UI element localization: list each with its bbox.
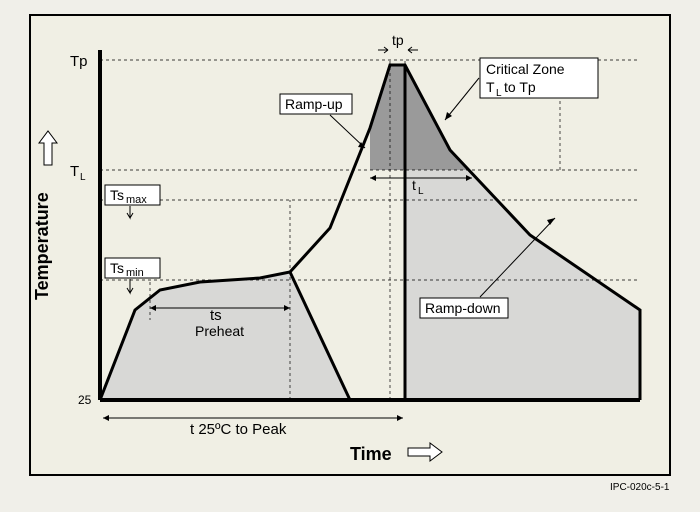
svg-text:Ramp-down: Ramp-down: [425, 300, 500, 316]
label-25: 25: [78, 393, 92, 407]
svg-text:T: T: [486, 79, 495, 95]
svg-text:Ramp-up: Ramp-up: [285, 96, 343, 112]
svg-text:min: min: [126, 267, 144, 279]
svg-text:to Tp: to Tp: [504, 79, 536, 95]
label-tp: Tp: [70, 53, 88, 70]
label-ts: ts: [210, 307, 222, 324]
label-preheat: Preheat: [195, 323, 244, 339]
label-tL: t: [412, 177, 416, 193]
label-tp-top: tp: [392, 32, 404, 48]
footer-code: IPC-020c-5-1: [610, 482, 670, 493]
label-tl: T: [70, 163, 79, 180]
svg-text:Ts: Ts: [110, 187, 124, 203]
svg-text:Critical Zone: Critical Zone: [486, 61, 565, 77]
svg-text:L: L: [418, 186, 424, 197]
label-t25peak: t 25ºC to Peak: [190, 421, 287, 438]
reflow-profile-diagram: TpTLTsmaxTsmin25tptLtsPreheatt 25ºC to P…: [0, 0, 700, 512]
svg-text:Ts: Ts: [110, 260, 124, 276]
x-axis-title: Time: [350, 444, 392, 464]
svg-text:L: L: [496, 88, 502, 99]
svg-text:max: max: [126, 194, 147, 206]
svg-text:L: L: [80, 172, 86, 183]
y-axis-title: Temperature: [32, 192, 52, 300]
